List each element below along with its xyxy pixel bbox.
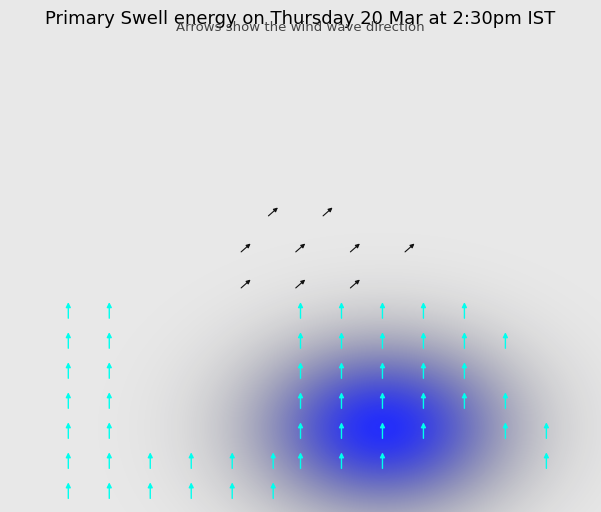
Text: Arrows show the wind wave direction: Arrows show the wind wave direction [176, 21, 425, 34]
Text: Primary Swell energy on Thursday 20 Mar at 2:30pm IST: Primary Swell energy on Thursday 20 Mar … [45, 10, 556, 28]
